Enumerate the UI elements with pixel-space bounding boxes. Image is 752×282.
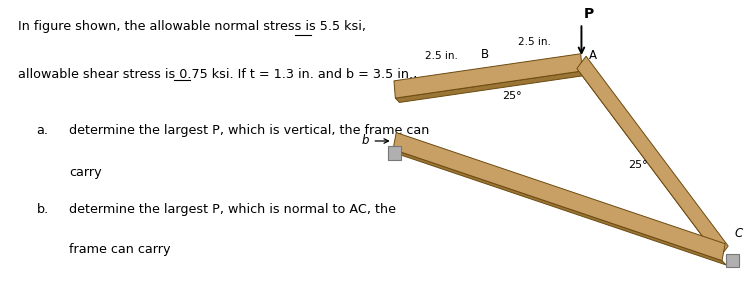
- Text: b: b: [362, 135, 369, 147]
- Text: A: A: [589, 49, 597, 62]
- Text: In figure shown, the allowable normal stress is 5.5 ksi,: In figure shown, the allowable normal st…: [18, 20, 366, 33]
- Text: P: P: [584, 6, 594, 21]
- Bar: [726, 254, 739, 267]
- Text: carry: carry: [69, 166, 102, 179]
- Text: determine the largest P, which is vertical, the frame can: determine the largest P, which is vertic…: [69, 124, 429, 137]
- Text: determine the largest P, which is normal to AC, the: determine the largest P, which is normal…: [69, 203, 396, 216]
- Polygon shape: [393, 133, 725, 261]
- Bar: [388, 146, 401, 160]
- Text: B: B: [481, 48, 489, 61]
- Polygon shape: [577, 56, 728, 258]
- Text: allowable shear stress is 0.75 ksi. If t = 1.3 in. and b = 3.5 in.,: allowable shear stress is 0.75 ksi. If t…: [18, 68, 417, 81]
- Text: 2.5 in.: 2.5 in.: [518, 38, 551, 47]
- Polygon shape: [577, 69, 723, 263]
- Text: b.: b.: [36, 203, 49, 216]
- Polygon shape: [393, 149, 726, 265]
- Text: frame can carry: frame can carry: [69, 243, 171, 255]
- Text: C: C: [735, 227, 743, 240]
- Text: 25°: 25°: [502, 91, 522, 101]
- Text: 2.5 in.: 2.5 in.: [425, 51, 458, 61]
- Text: 25°: 25°: [628, 160, 647, 170]
- Polygon shape: [396, 71, 587, 102]
- Text: a.: a.: [36, 124, 48, 137]
- Polygon shape: [394, 54, 582, 98]
